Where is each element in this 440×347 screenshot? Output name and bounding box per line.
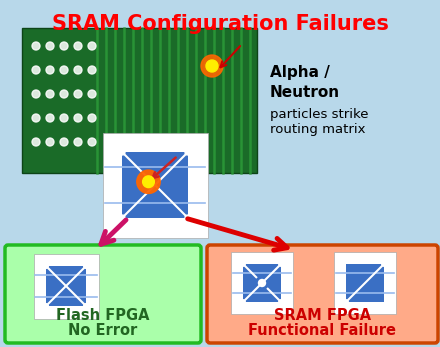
Text: routing matrix: routing matrix: [270, 123, 366, 136]
Text: particles strike: particles strike: [270, 108, 368, 121]
Text: Neutron: Neutron: [270, 85, 340, 100]
Bar: [22, 28, 257, 173]
Circle shape: [84, 304, 88, 308]
Circle shape: [279, 300, 284, 305]
Circle shape: [32, 114, 40, 122]
Circle shape: [88, 114, 96, 122]
Circle shape: [120, 150, 125, 155]
Circle shape: [88, 138, 96, 146]
Bar: [231, 252, 293, 314]
Text: Flash FPGA: Flash FPGA: [56, 308, 150, 323]
Circle shape: [137, 170, 160, 194]
Circle shape: [46, 114, 54, 122]
Bar: [103, 133, 208, 237]
Circle shape: [32, 66, 40, 74]
Circle shape: [382, 261, 387, 266]
Circle shape: [74, 114, 82, 122]
Circle shape: [32, 90, 40, 98]
Circle shape: [32, 42, 40, 50]
Circle shape: [88, 90, 96, 98]
Bar: [46, 266, 86, 306]
FancyBboxPatch shape: [207, 245, 438, 343]
Circle shape: [44, 304, 48, 308]
Circle shape: [343, 300, 348, 305]
Circle shape: [240, 300, 245, 305]
Text: Alpha /: Alpha /: [270, 65, 330, 80]
Circle shape: [84, 263, 88, 268]
Bar: [33, 254, 99, 319]
Circle shape: [44, 263, 48, 268]
Circle shape: [60, 114, 68, 122]
Bar: [122, 152, 187, 218]
Circle shape: [259, 279, 265, 287]
Circle shape: [201, 55, 223, 77]
Circle shape: [185, 150, 190, 155]
Circle shape: [206, 60, 218, 72]
Circle shape: [46, 90, 54, 98]
Text: SRAM Configuration Failures: SRAM Configuration Failures: [51, 14, 389, 34]
Text: SRAM FPGA: SRAM FPGA: [274, 308, 371, 323]
Circle shape: [143, 176, 154, 188]
Circle shape: [60, 138, 68, 146]
Circle shape: [88, 42, 96, 50]
Bar: [346, 264, 384, 302]
Circle shape: [279, 261, 284, 266]
Circle shape: [74, 90, 82, 98]
Circle shape: [240, 261, 245, 266]
Circle shape: [32, 138, 40, 146]
Circle shape: [60, 66, 68, 74]
Text: Functional Failure: Functional Failure: [249, 323, 396, 338]
Circle shape: [74, 138, 82, 146]
Circle shape: [60, 42, 68, 50]
Circle shape: [46, 42, 54, 50]
Bar: [243, 264, 281, 302]
Circle shape: [88, 66, 96, 74]
Circle shape: [74, 42, 82, 50]
Circle shape: [185, 215, 190, 220]
Text: No Error: No Error: [68, 323, 138, 338]
Circle shape: [120, 215, 125, 220]
Bar: [334, 252, 396, 314]
Circle shape: [74, 66, 82, 74]
FancyBboxPatch shape: [5, 245, 201, 343]
Circle shape: [46, 138, 54, 146]
Circle shape: [60, 90, 68, 98]
Circle shape: [46, 66, 54, 74]
